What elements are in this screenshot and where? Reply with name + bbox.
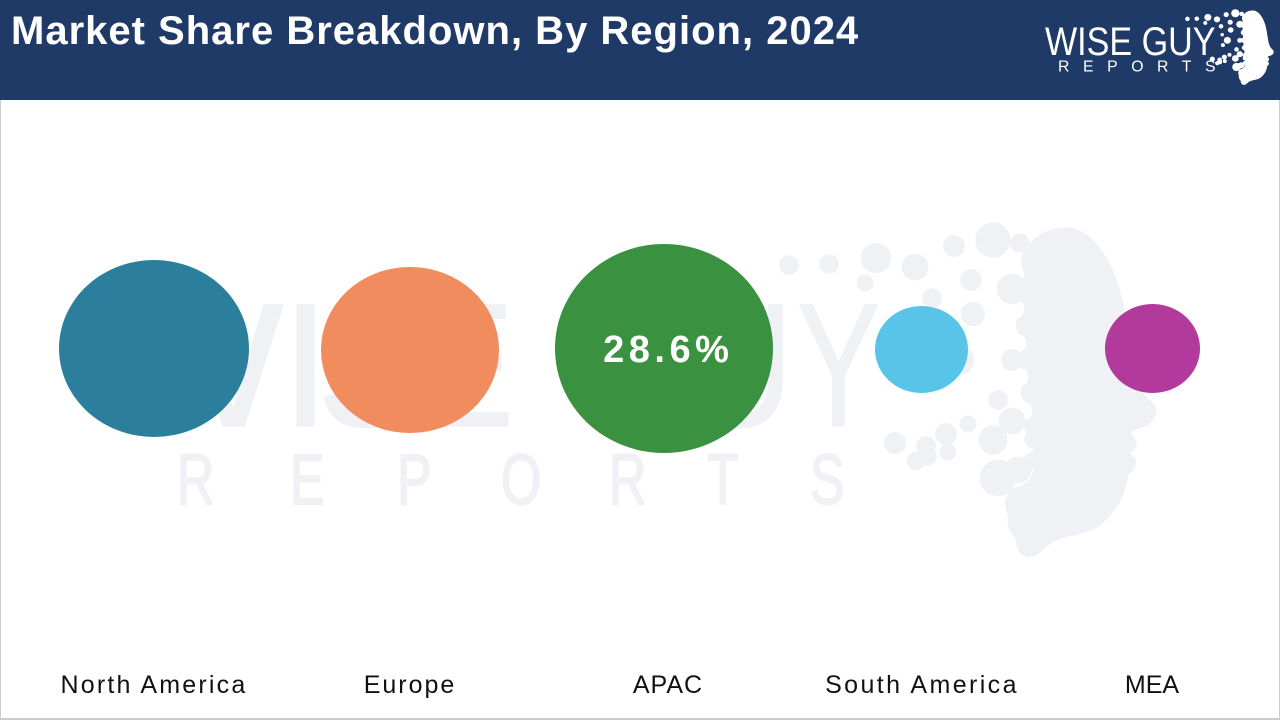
svg-text:O: O (501, 441, 541, 520)
svg-text:P: P (397, 441, 432, 520)
svg-text:WISE GUY: WISE GUY (1045, 20, 1216, 64)
svg-text:T: T (707, 441, 739, 520)
svg-text:Y: Y (797, 268, 880, 464)
svg-text:R: R (177, 441, 214, 520)
svg-text:R: R (609, 441, 646, 520)
svg-text:S: S (810, 441, 845, 520)
svg-text:E: E (290, 441, 325, 520)
